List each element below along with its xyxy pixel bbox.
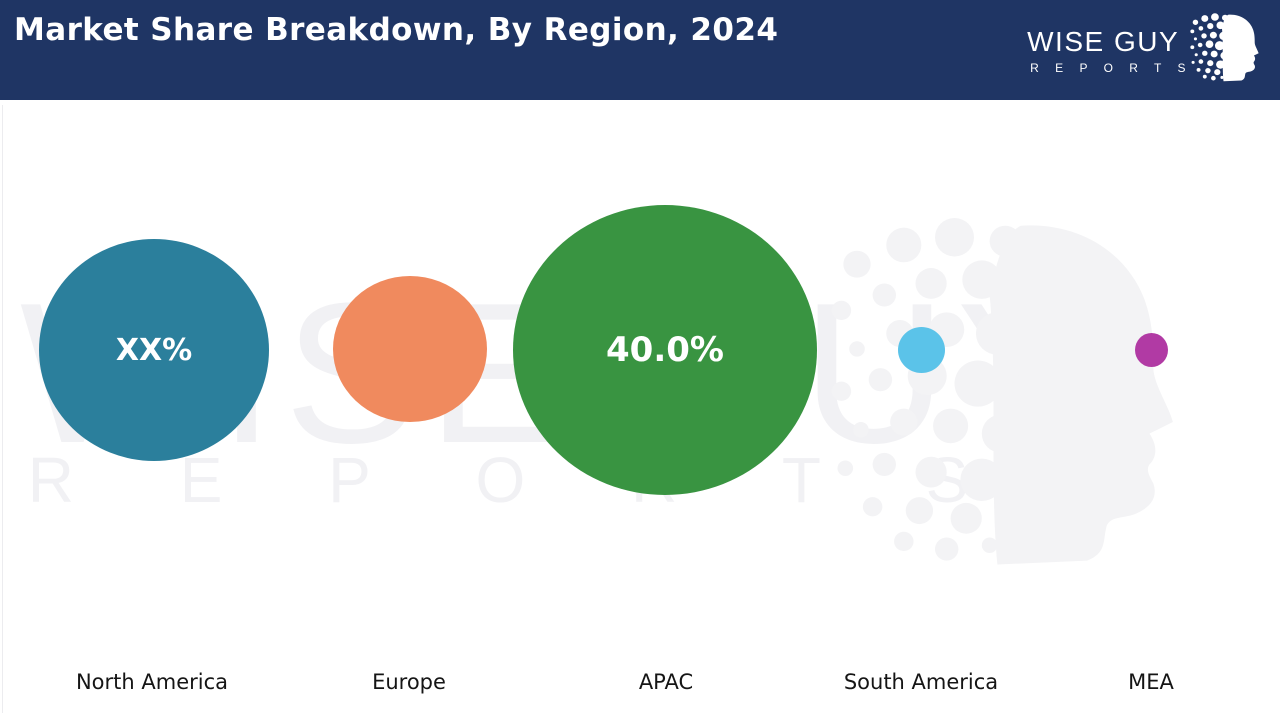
wiseguy-logo: WISE GUY R E P O R T S bbox=[1027, 8, 1264, 94]
bubble-value-label: 40.0% bbox=[606, 330, 724, 370]
bubble-mea bbox=[1135, 333, 1168, 367]
category-label-south-america: South America bbox=[843, 670, 999, 694]
logo-text: WISE GUY R E P O R T S bbox=[1027, 26, 1192, 75]
category-label-north-america: North America bbox=[75, 670, 229, 694]
bubble-apac: 40.0% bbox=[513, 205, 817, 495]
header-bar: Market Share Breakdown, By Region, 2024 … bbox=[0, 0, 1280, 100]
wiseguy-head-icon bbox=[1190, 13, 1259, 82]
chart-frame-line bbox=[2, 105, 3, 713]
page-title: Market Share Breakdown, By Region, 2024 bbox=[14, 12, 779, 48]
bubble-chart: WISE GUY R E P O R T S XX% 40.0% North A… bbox=[0, 100, 1280, 720]
bubble-value-label: XX% bbox=[115, 332, 193, 368]
bubble-south-america bbox=[898, 327, 945, 373]
bubble-north-america: XX% bbox=[39, 239, 269, 461]
category-label-mea: MEA bbox=[1128, 670, 1174, 694]
logo-name: WISE GUY bbox=[1027, 26, 1180, 58]
watermark-head-icon bbox=[831, 218, 1173, 565]
category-label-apac: APAC bbox=[638, 670, 694, 694]
logo-tagline: R E P O R T S bbox=[1030, 60, 1192, 75]
category-label-europe: Europe bbox=[372, 670, 446, 694]
bubble-europe bbox=[333, 276, 487, 422]
